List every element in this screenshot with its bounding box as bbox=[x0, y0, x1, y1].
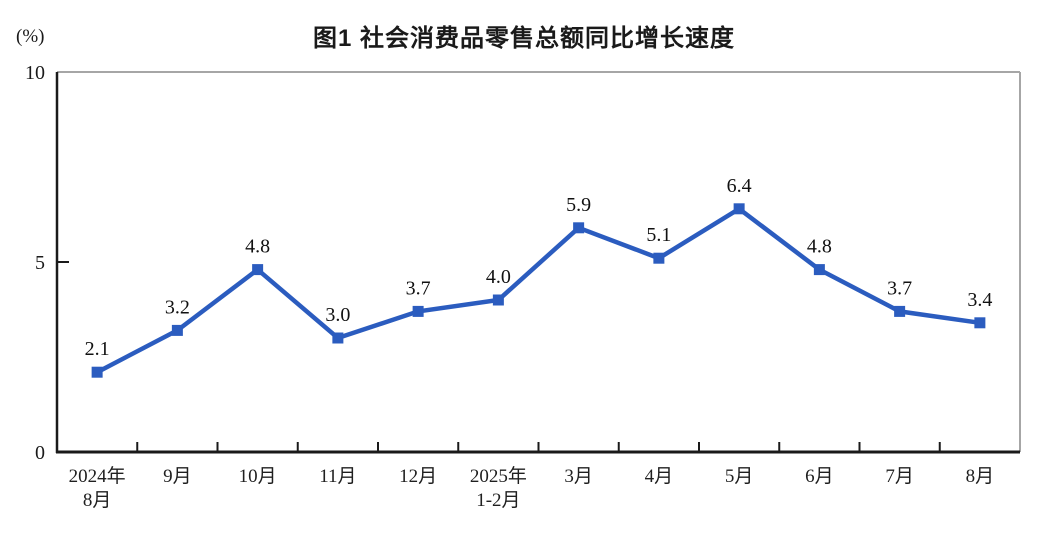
data-point-marker bbox=[653, 252, 665, 264]
data-point-marker bbox=[573, 222, 585, 234]
x-category-label: 1-2月 bbox=[476, 490, 520, 511]
x-category-label: 8月 bbox=[966, 466, 995, 487]
y-tick-label: 10 bbox=[25, 62, 45, 84]
data-point-marker bbox=[91, 366, 103, 378]
data-point-value-label: 3.2 bbox=[165, 296, 190, 318]
x-category-label: 5月 bbox=[725, 466, 754, 487]
data-point-marker bbox=[974, 317, 986, 329]
x-category-label: 2025年 bbox=[470, 465, 527, 487]
data-point-value-label: 4.8 bbox=[807, 236, 832, 258]
chart-title: 图1 社会消费品零售总额同比增长速度 bbox=[312, 25, 735, 52]
x-category-label: 8月 bbox=[83, 490, 112, 511]
data-point-value-label: 4.0 bbox=[486, 266, 511, 288]
x-category-label: 3月 bbox=[564, 466, 593, 487]
data-point-marker bbox=[171, 324, 183, 336]
data-point-value-label: 3.7 bbox=[406, 277, 431, 299]
data-point-value-label: 3.4 bbox=[967, 289, 992, 311]
x-category-label: 2024年 bbox=[69, 465, 126, 487]
y-axis-unit-label: (%) bbox=[16, 26, 45, 47]
data-point-marker bbox=[332, 332, 344, 344]
x-category-label: 10月 bbox=[239, 466, 277, 487]
x-category-label: 6月 bbox=[805, 466, 834, 487]
data-point-value-label: 5.9 bbox=[566, 194, 591, 216]
data-point-value-label: 5.1 bbox=[646, 224, 671, 246]
data-point-marker bbox=[492, 294, 504, 306]
x-category-label: 4月 bbox=[645, 466, 674, 487]
data-point-marker bbox=[813, 264, 825, 276]
y-tick-label: 0 bbox=[35, 442, 45, 464]
data-point-marker bbox=[412, 305, 424, 317]
data-point-marker bbox=[252, 264, 264, 276]
y-tick-label: 5 bbox=[35, 252, 45, 274]
data-point-value-label: 3.0 bbox=[325, 304, 350, 326]
x-category-label: 11月 bbox=[319, 466, 356, 487]
data-point-value-label: 3.7 bbox=[887, 277, 912, 299]
data-point-marker bbox=[733, 203, 745, 215]
x-category-label: 12月 bbox=[399, 466, 437, 487]
x-category-label: 9月 bbox=[163, 466, 192, 487]
data-point-value-label: 4.8 bbox=[245, 236, 270, 258]
data-point-marker bbox=[894, 305, 906, 317]
data-point-value-label: 6.4 bbox=[727, 175, 752, 197]
data-point-value-label: 2.1 bbox=[85, 338, 110, 360]
x-category-label: 7月 bbox=[885, 466, 914, 487]
series-line bbox=[96, 206, 981, 375]
